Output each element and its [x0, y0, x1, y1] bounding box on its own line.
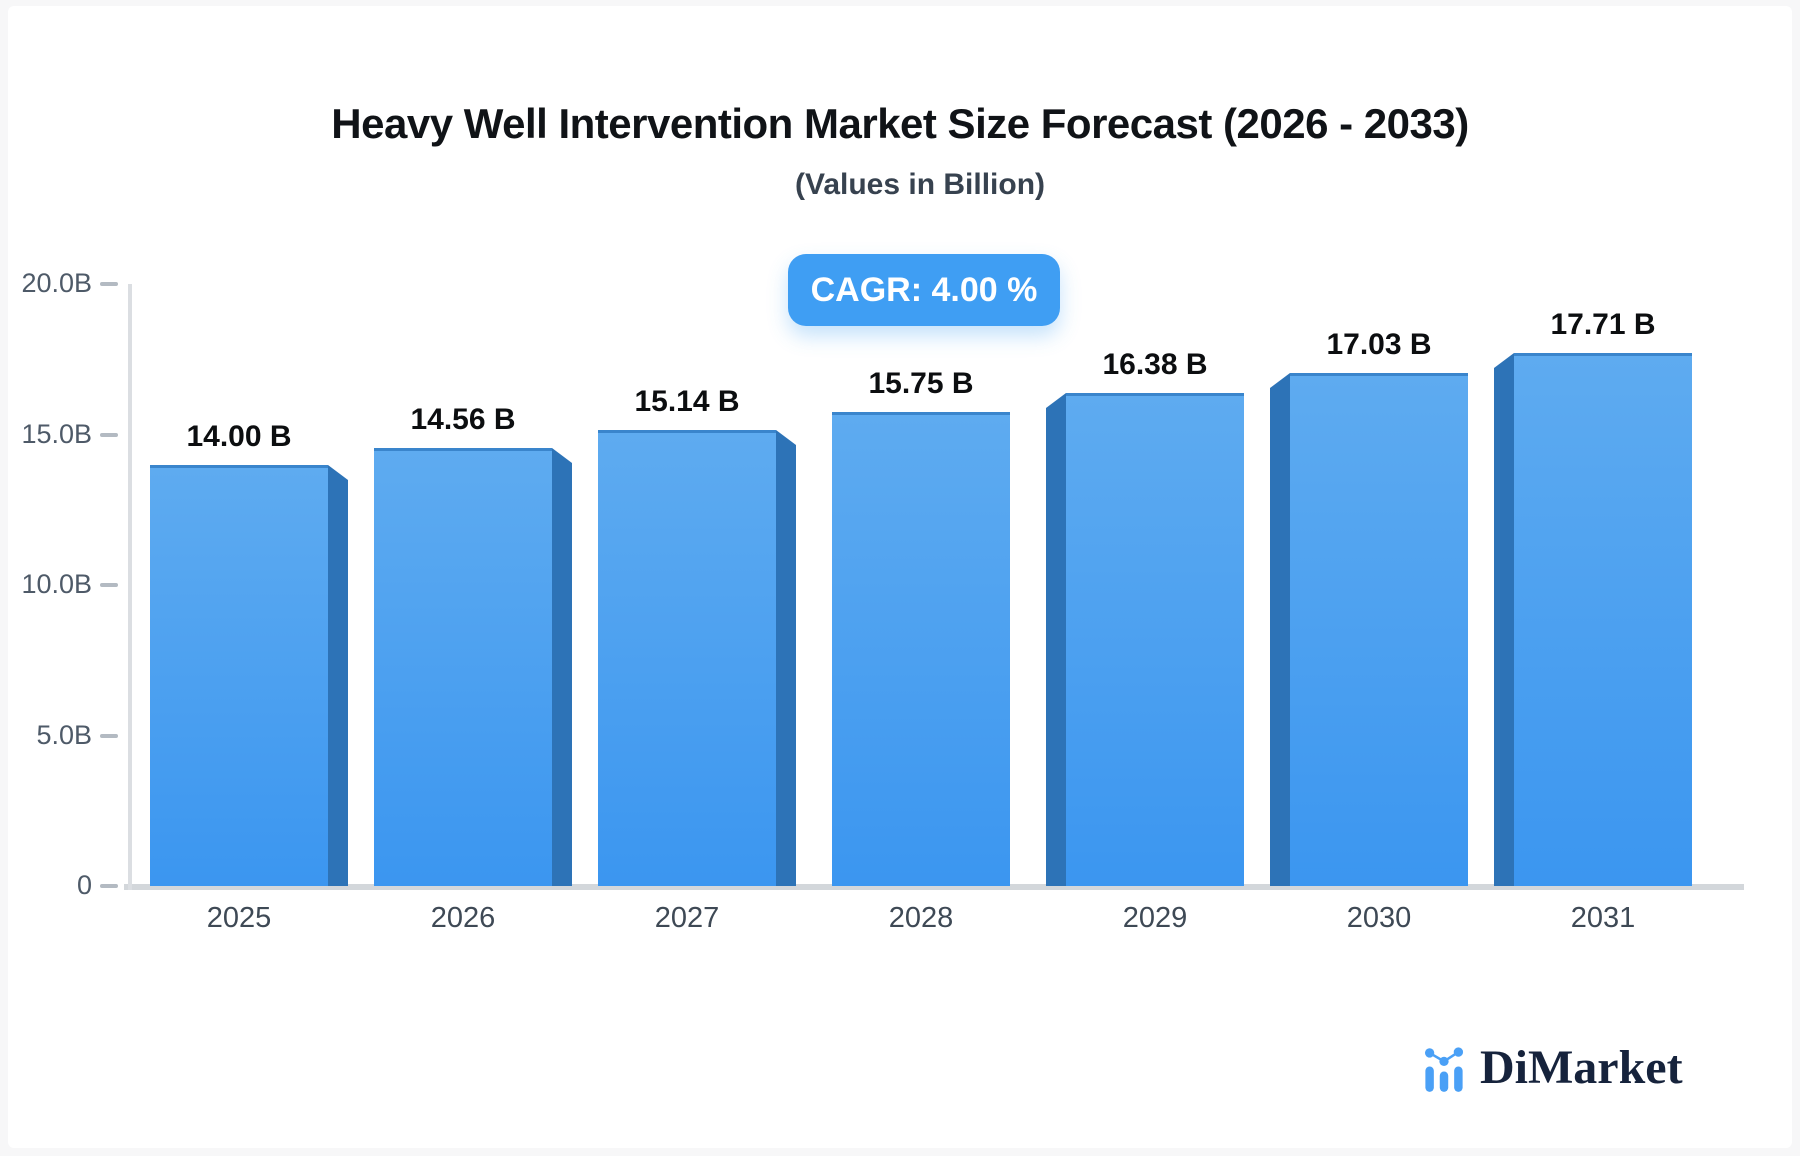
bar-side-face [776, 430, 796, 886]
bar-chart-icon [1424, 1047, 1464, 1092]
logo: DiMarket [1422, 1042, 1683, 1092]
x-axis-label: 2030 [1346, 902, 1412, 934]
bar-value-label: 16.38 B [1102, 348, 1208, 381]
y-tick-label: 0 [76, 870, 92, 900]
y-tick-mark [100, 733, 118, 738]
page-subtitle: (Values in Billion) [794, 168, 1046, 201]
bar-value-label: 17.71 B [1550, 308, 1656, 341]
bar-side-face [552, 448, 572, 886]
x-axis-label: 2029 [1122, 902, 1188, 934]
y-tick-mark [100, 583, 118, 587]
y-tick-label: 10.0B [21, 569, 92, 599]
bar [598, 430, 776, 886]
page-title: Heavy Well Intervention Market Size Fore… [331, 100, 1469, 147]
x-axis-label: 2025 [206, 902, 272, 934]
y-tick-label: 15.0B [21, 418, 92, 449]
bar [150, 465, 328, 886]
y-axis-line [128, 284, 132, 890]
bar-side-face [1046, 393, 1066, 886]
y-tick-mark [100, 884, 118, 888]
y-tick-label: 20.0B [21, 268, 92, 298]
bar-value-label: 15.14 B [634, 385, 740, 418]
bar-value-label: 15.75 B [868, 367, 974, 400]
bar-side-face [1270, 373, 1290, 886]
bar [832, 412, 1010, 886]
bar [1290, 373, 1468, 886]
y-tick-mark [100, 432, 118, 437]
bar [1066, 393, 1244, 886]
bar-value-label: 14.56 B [410, 403, 516, 436]
y-tick-mark [100, 282, 118, 286]
x-axis-label: 2031 [1570, 902, 1636, 934]
bar-side-face [328, 465, 348, 886]
bar-side-face [1494, 353, 1514, 886]
bar-value-label: 17.03 B [1326, 328, 1432, 361]
x-axis-label: 2027 [654, 902, 720, 934]
cagr-badge-label: CAGR: 4.00 % [810, 270, 1038, 309]
x-axis-label: 2028 [888, 902, 954, 934]
bar-value-label: 14.00 B [186, 420, 292, 453]
x-axis-label: 2026 [430, 902, 496, 934]
y-tick-label: 5.0B [36, 719, 92, 750]
bar [374, 448, 552, 886]
logo-text: DiMarket [1480, 1041, 1683, 1094]
cagr-badge: CAGR: 4.00 % [788, 254, 1060, 326]
bar [1514, 353, 1692, 886]
x-axis-line [124, 884, 1744, 890]
